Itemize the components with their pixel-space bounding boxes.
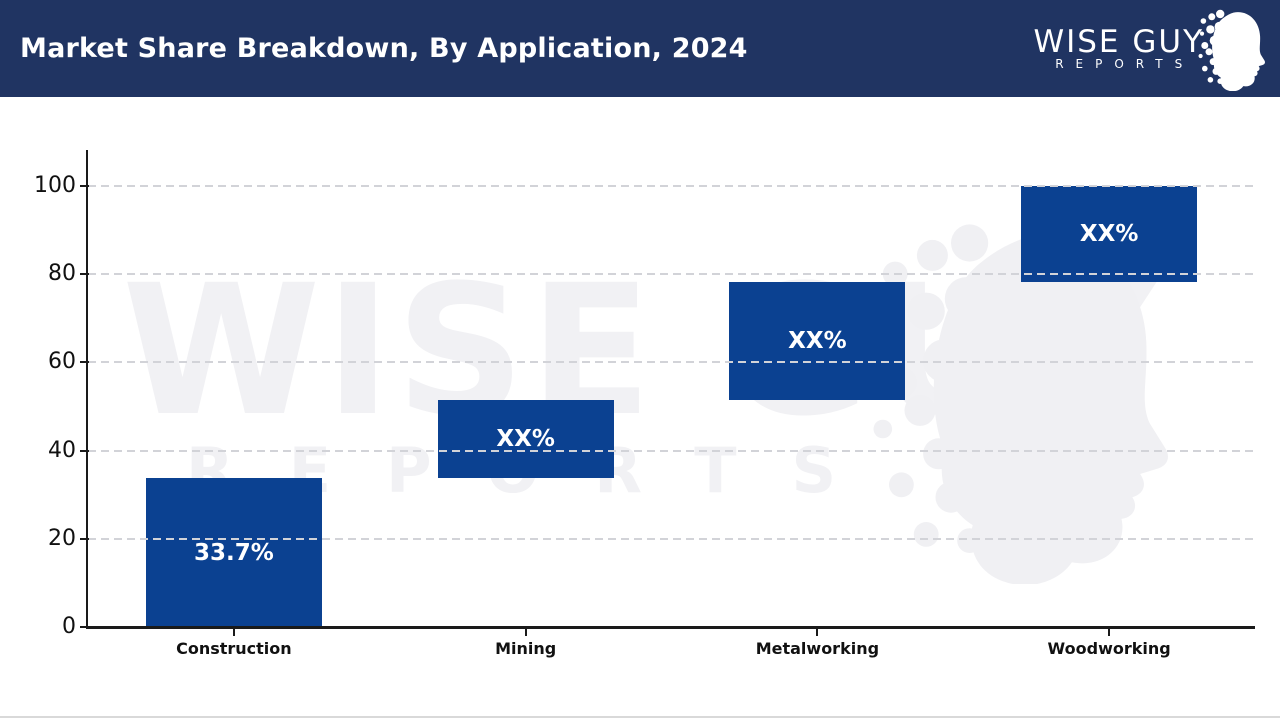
y-tick-label-60: 60 [48,349,76,375]
bar-value-label-construction: 33.7% [193,539,274,566]
brand-head-icon [1198,9,1265,91]
y-tick-label-100: 100 [34,173,76,198]
header-bar: Market Share Breakdown, By Application, … [0,0,1280,97]
gridline-20 [88,537,1255,540]
bar-metalworking [729,281,906,400]
y-tick-mark-100 [80,185,89,187]
y-tick-mark-80 [80,273,89,276]
y-axis-line [86,150,88,629]
x-axis-line [86,626,1255,629]
y-tick-label-40: 40 [48,437,76,463]
bar-construction [145,478,322,627]
y-tick-label-20: 20 [48,525,76,551]
gridline-80 [88,273,1255,276]
x-axis-label-metalworking: Metalworking [755,639,880,658]
x-tick-mark-construction [232,627,235,636]
gridline-100 [88,185,1255,187]
x-axis-label-construction: Construction [176,639,292,658]
y-tick-mark-0 [80,626,89,628]
gridline-40 [88,449,1255,452]
y-tick-mark-60 [80,361,89,364]
x-tick-mark-mining [524,627,527,636]
x-axis-label-woodworking: Woodworking [1047,639,1171,658]
y-tick-label-0: 0 [62,614,76,639]
bar-woodworking [1021,186,1198,282]
bar-mining [437,399,614,479]
watermark-head-icon [873,224,1168,584]
gridline-60 [88,361,1255,364]
bar-value-label-mining: XX% [496,426,555,453]
y-tick-label-80: 80 [48,261,76,287]
bottom-divider [0,716,1280,718]
bar-value-label-woodworking: XX% [1079,220,1139,247]
y-tick-mark-40 [80,449,89,452]
brand-tagline: REPORTS [1055,57,1195,72]
x-tick-mark-woodworking [1108,627,1111,636]
brand-logo-text: WISE GUY REPORTS [1033,26,1204,72]
y-tick-mark-20 [80,537,89,540]
x-tick-mark-metalworking [816,627,819,636]
x-axis-label-mining: Mining [495,639,557,658]
bar-value-label-metalworking: XX% [788,327,847,354]
brand-name: WISE GUY [1033,23,1204,60]
brand-logo: WISE GUY REPORTS [1033,7,1266,91]
page-title: Market Share Breakdown, By Application, … [20,33,748,64]
